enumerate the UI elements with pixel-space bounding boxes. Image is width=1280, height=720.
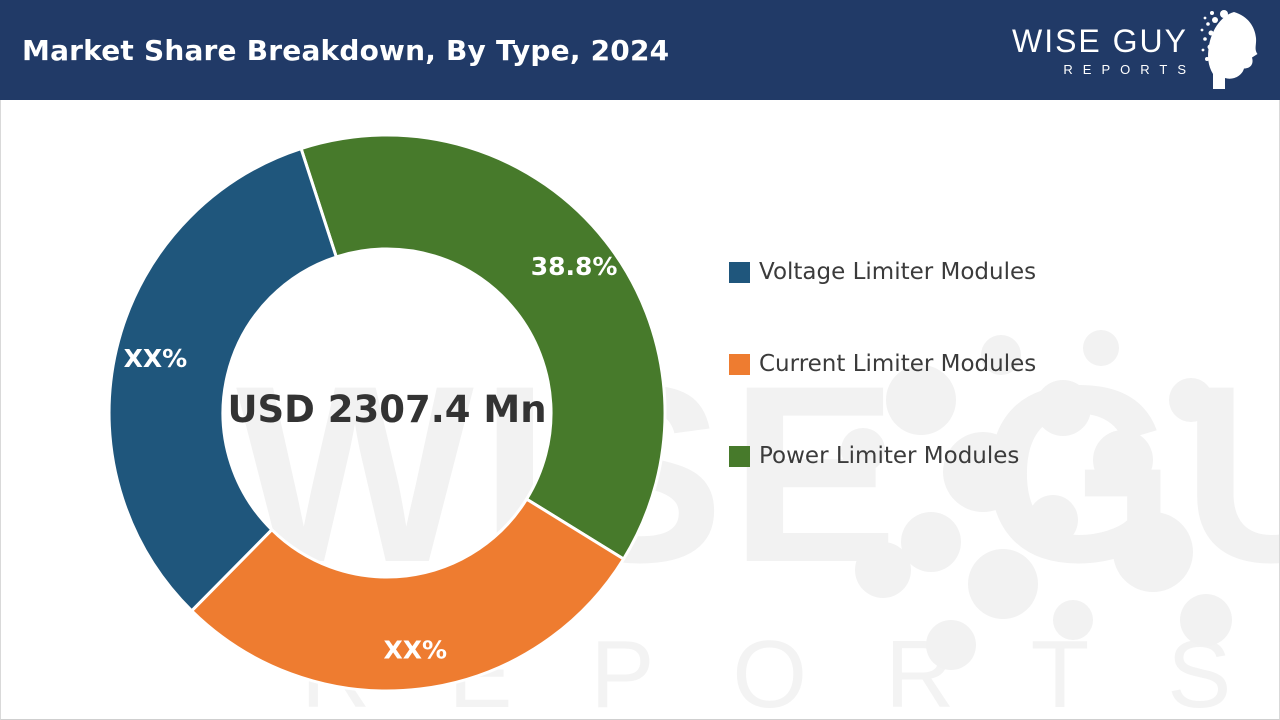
legend-label: Current Limiter Modules — [759, 351, 1037, 377]
legend-item-voltage-limiter-modules: Voltage Limiter Modules — [729, 261, 1036, 284]
legend-swatch-green — [729, 446, 750, 467]
chart-canvas: WISE GUY REPORTS 38.8%XX%XX% USD 2307.4 … — [0, 100, 1280, 720]
donut-segment-current-limiter-modules — [190, 497, 626, 693]
brand-name: WISE GUY — [1011, 23, 1188, 59]
brand-logo-text: WISE GUY REPORTS — [1012, 23, 1188, 77]
legend-swatch-blue — [729, 262, 750, 283]
donut-segment-voltage-limiter-modules — [107, 147, 338, 613]
slice-label-power-limiter-modules: 38.8% — [531, 252, 618, 281]
slice-label-voltage-limiter-modules: XX% — [124, 344, 188, 373]
header-bar: Market Share Breakdown, By Type, 2024 WI… — [0, 0, 1280, 100]
chart-legend: Voltage Limiter Modules Current Limiter … — [729, 261, 1036, 537]
donut-segment-power-limiter-modules — [299, 133, 667, 561]
legend-item-current-limiter-modules: Current Limiter Modules — [729, 353, 1036, 376]
legend-label: Voltage Limiter Modules — [759, 259, 1037, 285]
page-title: Market Share Breakdown, By Type, 2024 — [22, 33, 670, 67]
legend-item-power-limiter-modules: Power Limiter Modules — [729, 445, 1036, 468]
brand-logo: WISE GUY REPORTS — [1012, 4, 1280, 96]
face-profile-logo-icon — [1200, 10, 1258, 89]
watermark-face-dots — [841, 330, 1232, 670]
slice-label-current-limiter-modules: XX% — [383, 635, 447, 664]
donut-center-value: USD 2307.4 Mn — [227, 388, 547, 431]
donut-chart: 38.8% XX% XX% — [107, 133, 667, 693]
brand-subname: REPORTS — [1063, 62, 1196, 77]
legend-swatch-orange — [729, 354, 750, 375]
legend-label: Power Limiter Modules — [759, 443, 1020, 469]
